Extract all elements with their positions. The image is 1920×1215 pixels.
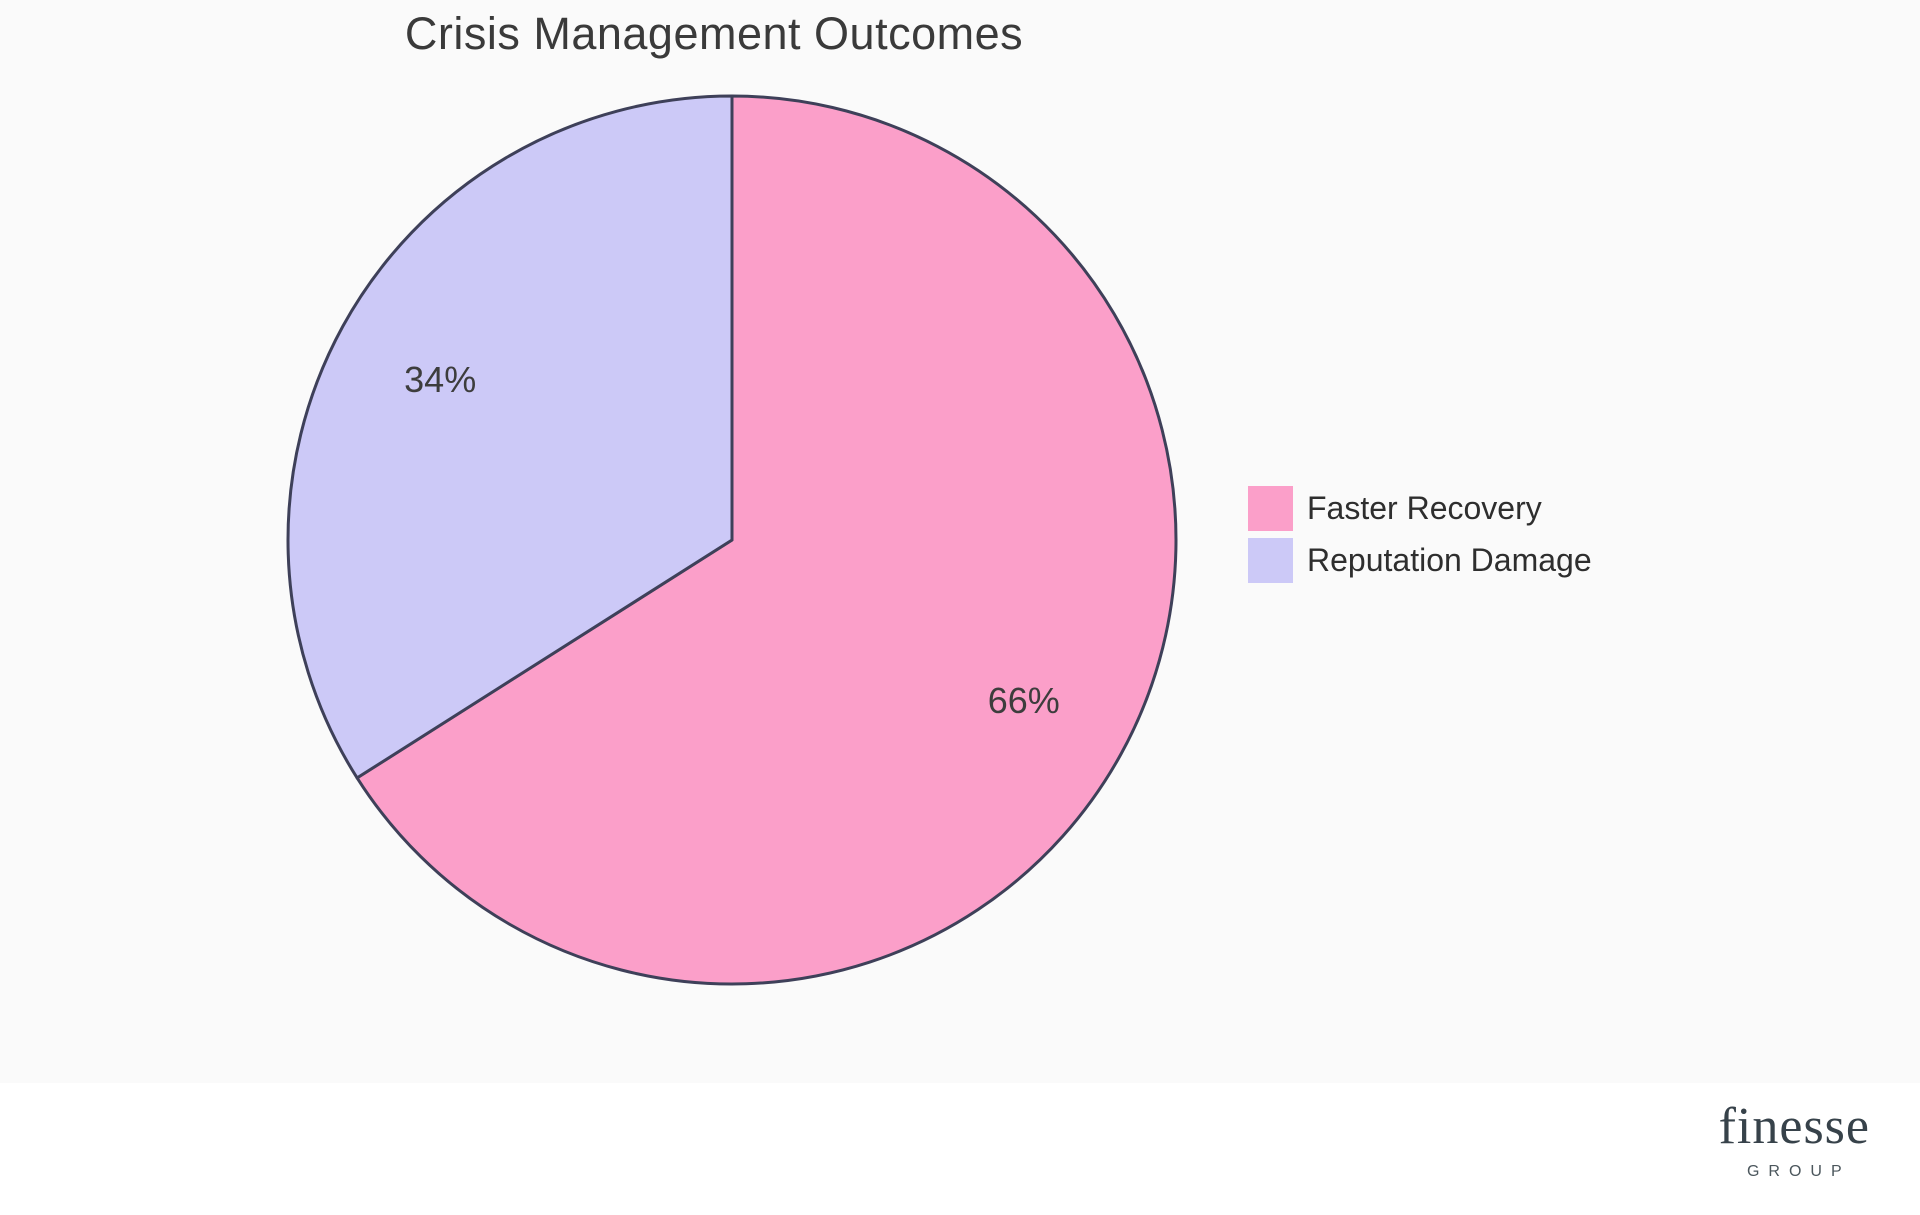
legend-label: Faster Recovery bbox=[1307, 490, 1542, 526]
brand-name: finesse bbox=[1718, 1098, 1870, 1155]
legend-item-faster-recovery: Faster Recovery bbox=[1248, 486, 1592, 531]
pie-slice-value-label: 34% bbox=[404, 359, 476, 400]
pie-slice-faster-recovery bbox=[355, 94, 1178, 986]
legend-item-reputation-damage: Reputation Damage bbox=[1248, 538, 1592, 583]
pie-slice-value-label: 66% bbox=[988, 680, 1060, 721]
pie-chart: 66% 34% bbox=[286, 94, 1178, 986]
chart-title: Crisis Management Outcomes bbox=[404, 8, 1024, 59]
legend-swatch-reputation-damage bbox=[1248, 538, 1293, 583]
brand-logo: finesse GROUP bbox=[1719, 1101, 1870, 1181]
legend-swatch-faster-recovery bbox=[1248, 486, 1293, 531]
footer: finesse GROUP bbox=[0, 1083, 1920, 1215]
legend-label: Reputation Damage bbox=[1307, 542, 1592, 578]
brand-tagline: GROUP bbox=[1746, 1163, 1851, 1180]
pie-slice-reputation-damage bbox=[286, 94, 734, 780]
legend: Faster Recovery Reputation Damage bbox=[1248, 486, 1592, 583]
chart-area: 66% 34% Crisis Management Outcomes Faster… bbox=[286, 8, 1592, 986]
